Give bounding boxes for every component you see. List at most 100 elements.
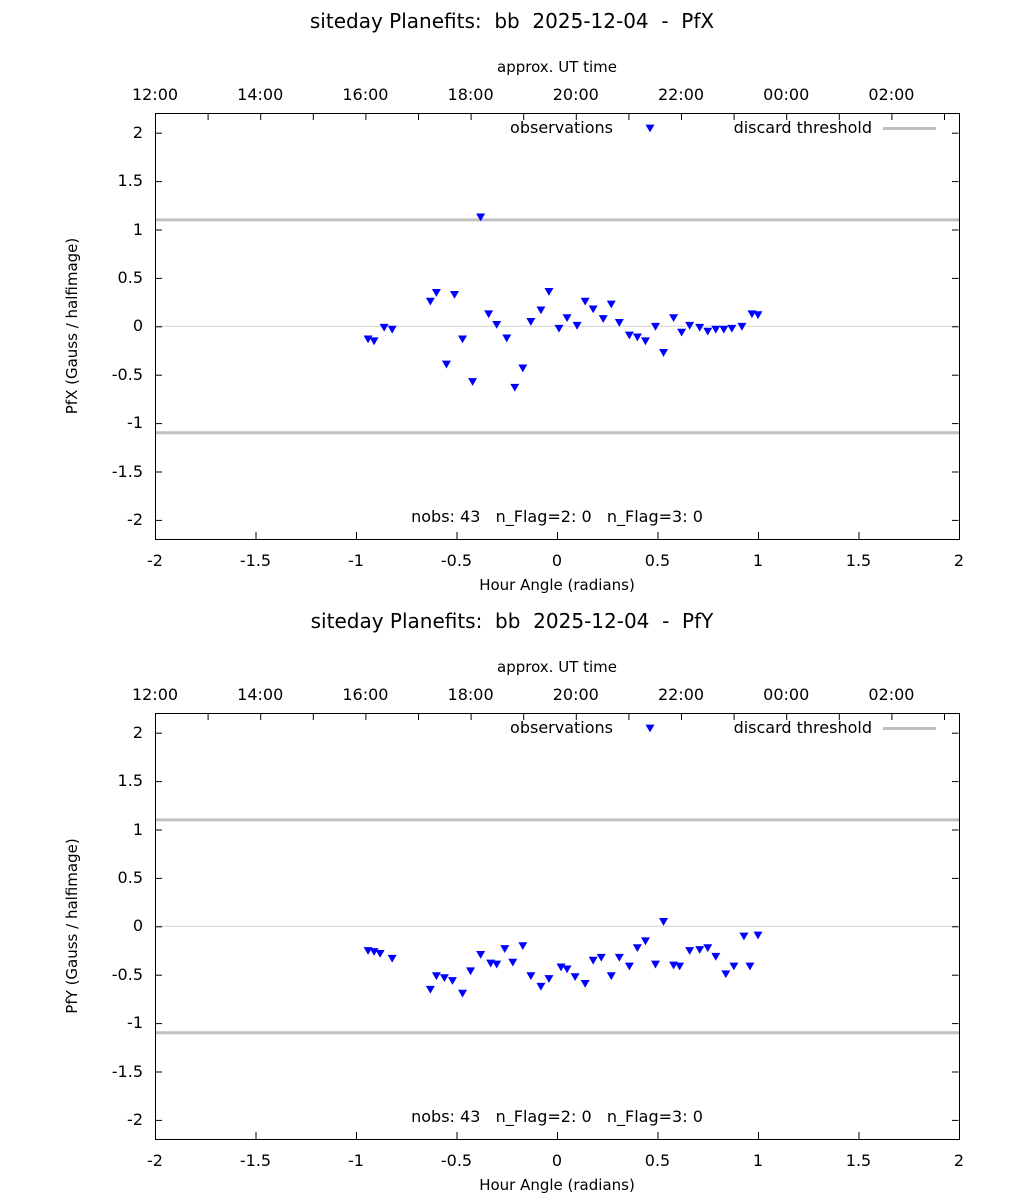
top-tick-label: 14:00 [237, 685, 284, 704]
data-point [441, 360, 451, 369]
data-point [425, 297, 435, 306]
data-point [703, 944, 713, 952]
y-tick-label: 1 [132, 219, 143, 239]
pfy-top-axis-label: approx. UT time [497, 658, 617, 676]
data-point [721, 970, 731, 979]
data-point [526, 318, 536, 326]
data-point [536, 306, 546, 315]
top-tick-label: 02:00 [868, 685, 915, 704]
data-point [580, 980, 590, 988]
top-tick-label: 16:00 [342, 85, 389, 104]
top-tick-label: 16:00 [342, 685, 389, 704]
top-tick-label: 14:00 [237, 85, 284, 104]
y-tick-label: 2 [132, 722, 143, 742]
data-point [476, 213, 486, 222]
data-point [632, 944, 642, 952]
top-tick-label: 12:00 [131, 85, 179, 104]
x-tick-label: -0.5 [440, 1151, 473, 1170]
data-point [695, 323, 705, 332]
data-point [518, 364, 528, 373]
top-tick-label: 22:00 [657, 685, 705, 704]
pfy-legend-observations-label: observations [510, 718, 613, 737]
data-point [387, 325, 397, 334]
x-tick-label: -1 [348, 551, 364, 570]
pfx-legend-observations-label: observations [510, 118, 613, 137]
x-tick-label: 0 [551, 551, 563, 570]
data-point [554, 324, 564, 333]
pfy-plot-canvas [155, 713, 960, 1140]
x-tick-label: 2 [953, 551, 965, 570]
pfx-top-axis-label: approx. UT time [497, 58, 617, 76]
data-point [640, 337, 650, 346]
y-tick-label: -2 [127, 1109, 143, 1129]
data-point [739, 932, 749, 941]
data-point [492, 960, 502, 969]
y-tick-label: 0 [132, 316, 143, 336]
legend-observation-marker-icon [645, 124, 655, 133]
x-tick-label: -2 [147, 1151, 163, 1170]
data-point [588, 305, 598, 314]
data-point [711, 952, 721, 961]
x-tick-label: 1.5 [845, 551, 872, 570]
x-tick-label: 1 [752, 551, 764, 570]
data-point [650, 960, 660, 969]
x-tick-label: 0 [551, 1151, 563, 1170]
data-point [580, 297, 590, 306]
data-point [606, 300, 616, 309]
data-point [375, 950, 385, 958]
data-point [500, 945, 510, 953]
y-tick-label: 0.5 [117, 267, 143, 287]
data-point [624, 331, 634, 340]
data-point [447, 977, 457, 985]
pfy-chart-title: siteday Planefits: bb 2025-12-04 - PfY [310, 609, 714, 633]
data-point [703, 327, 713, 336]
data-point [458, 989, 468, 998]
data-point [510, 383, 520, 392]
top-tick-label: 00:00 [763, 685, 810, 704]
top-tick-label: 00:00 [763, 85, 810, 104]
y-tick-label: 0.5 [117, 867, 143, 887]
data-point [737, 322, 747, 331]
data-point [753, 311, 763, 320]
x-tick-label: 2 [953, 1151, 965, 1170]
data-point [606, 972, 616, 981]
data-point [439, 974, 449, 983]
pfx-legend-threshold-label: discard threshold [733, 118, 872, 137]
y-tick-label: -0.5 [111, 964, 143, 984]
data-point [753, 931, 763, 940]
data-point [449, 290, 459, 299]
x-tick-label: -2 [147, 551, 163, 570]
data-point [729, 962, 739, 971]
top-tick-label: 20:00 [552, 685, 599, 704]
data-point [659, 918, 669, 926]
y-tick-label: 0 [132, 916, 143, 936]
data-point [640, 937, 650, 946]
data-point [614, 953, 624, 962]
top-tick-label: 22:00 [657, 85, 705, 104]
data-point [745, 962, 755, 971]
top-tick-label: 20:00 [552, 85, 599, 104]
y-tick-label: -1.5 [111, 1061, 143, 1081]
data-point [624, 962, 634, 971]
top-tick-label: 18:00 [447, 85, 494, 104]
y-tick-label: -1 [127, 1013, 143, 1033]
x-tick-label: -1.5 [239, 551, 272, 570]
pfx-nobs-annotation: nobs: 43 n_Flag=2: 0 n_Flag=3: 0 [411, 507, 703, 526]
data-point [536, 982, 546, 991]
data-point [632, 333, 642, 342]
data-point [476, 950, 486, 959]
y-tick-label: -1 [127, 413, 143, 433]
data-point [502, 334, 512, 343]
top-tick-label: 02:00 [868, 85, 915, 104]
data-point [431, 289, 441, 297]
chart-block-pfy: siteday Planefits: bb 2025-12-04 - PfY a… [0, 600, 1024, 1200]
top-tick-label: 18:00 [447, 685, 494, 704]
data-point [685, 947, 695, 955]
data-point [677, 328, 687, 337]
data-point [659, 349, 669, 357]
y-tick-label: -0.5 [111, 364, 143, 384]
pfy-nobs-annotation: nobs: 43 n_Flag=2: 0 n_Flag=3: 0 [411, 1107, 703, 1126]
pfy-x-axis-label: Hour Angle (radians) [479, 1176, 635, 1194]
data-point [544, 975, 554, 983]
